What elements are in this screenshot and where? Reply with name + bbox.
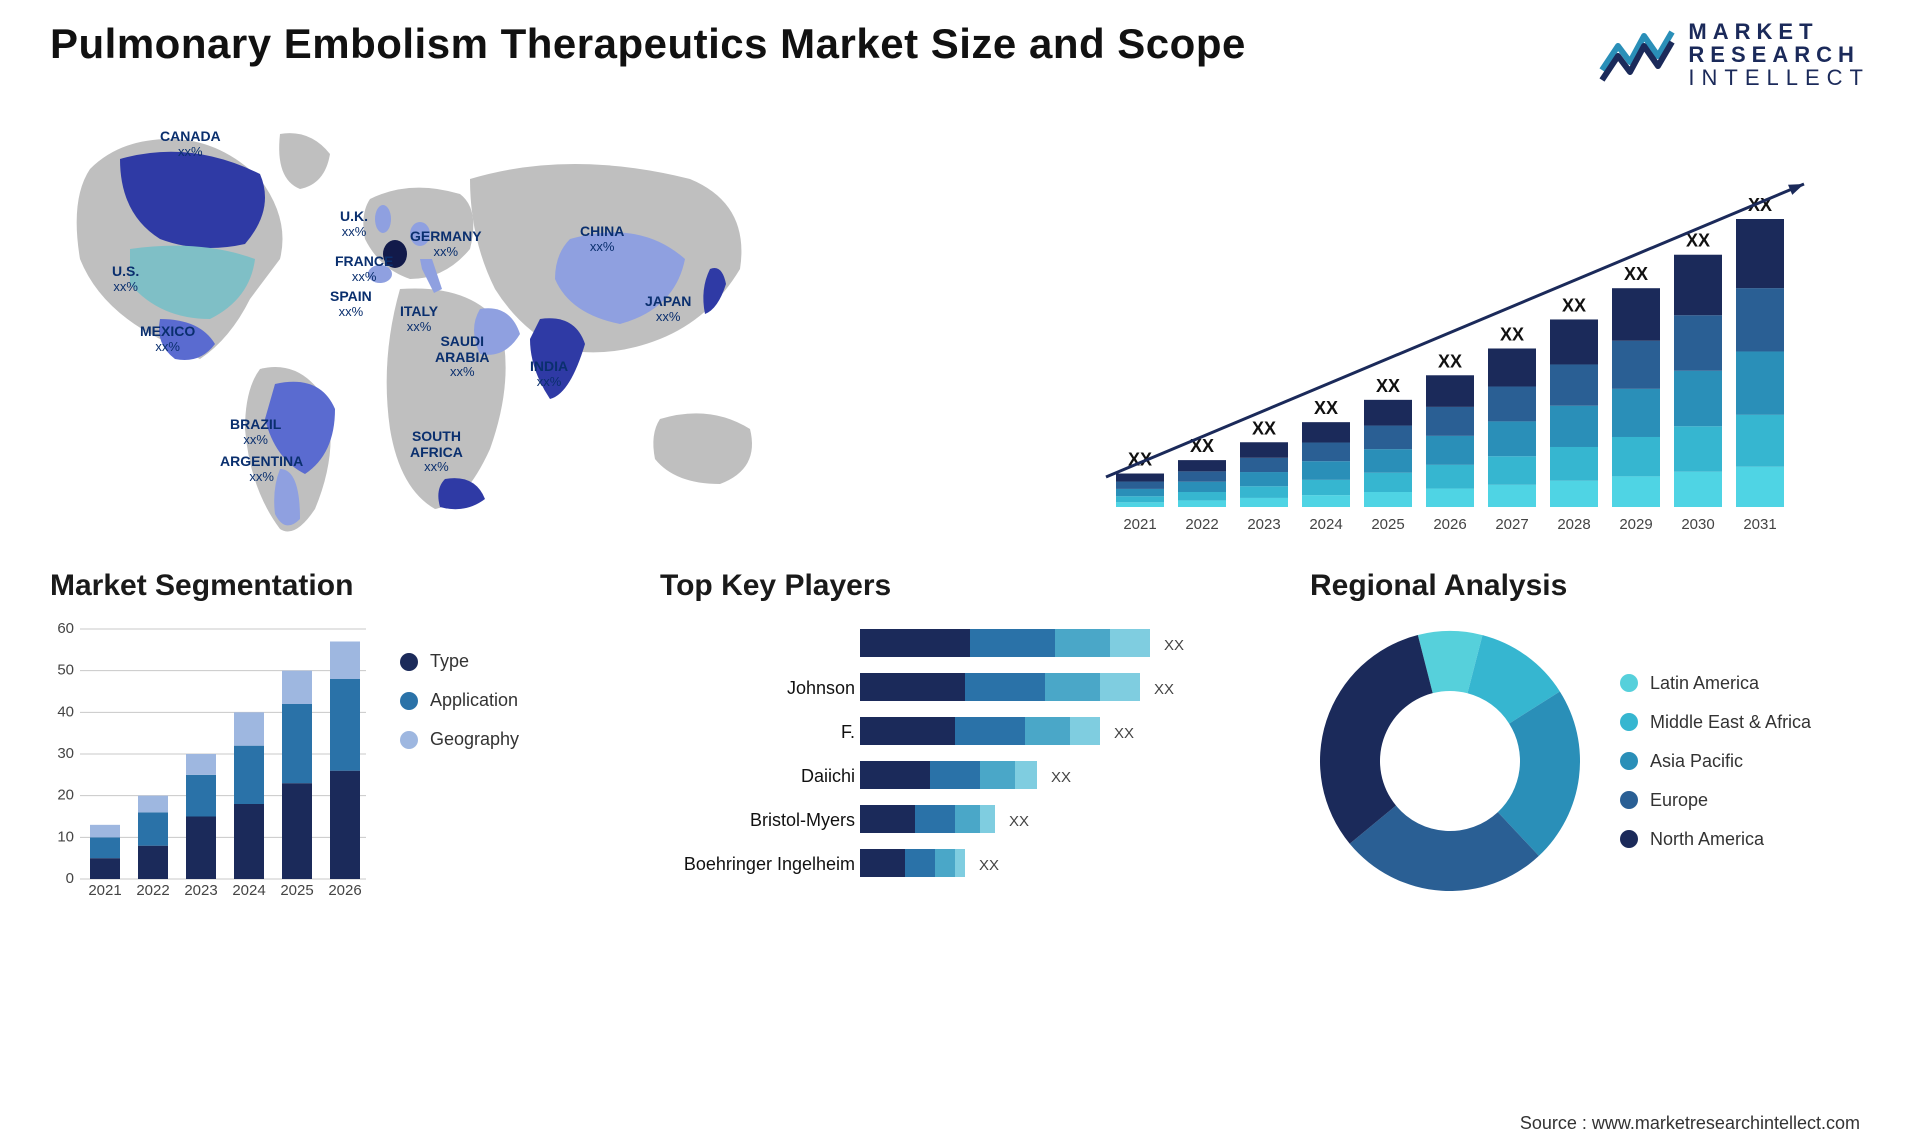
regional-legend-item: Latin America — [1620, 673, 1811, 694]
svg-text:40: 40 — [57, 704, 74, 721]
segmentation-legend-item: Application — [400, 690, 519, 711]
source-attribution: Source : www.marketresearchintellect.com — [1520, 1113, 1860, 1134]
segmentation-legend: Type Application Geography — [400, 621, 519, 750]
svg-text:2021: 2021 — [1123, 516, 1156, 533]
map-label-france: FRANCExx% — [335, 254, 393, 284]
segmentation-title: Market Segmentation — [50, 569, 610, 603]
map-label-spain: SPAINxx% — [330, 289, 372, 319]
regional-title: Regional Analysis — [1310, 569, 1870, 603]
logo-line-2: RESEARCH — [1688, 43, 1870, 66]
svg-text:XX: XX — [979, 857, 999, 874]
map-label-china: CHINAxx% — [580, 224, 624, 254]
logo-icon — [1598, 26, 1676, 84]
world-map-panel: CANADAxx% U.S.xx% MEXICOxx% BRAZILxx% ARGENT… — [50, 109, 930, 539]
forecast-chart-panel: XX 2021 XX 2022 XX 2023 XX 2024 XX 2025 XX 2026 XX 20… — [970, 109, 1870, 539]
svg-text:XX: XX — [1164, 637, 1184, 654]
svg-text:XX: XX — [1686, 231, 1710, 251]
svg-text:XX: XX — [1314, 398, 1338, 418]
svg-text:Daiichi: Daiichi — [801, 766, 855, 786]
svg-text:Boehringer Ingelheim: Boehringer Ingelheim — [684, 854, 855, 874]
svg-text:XX: XX — [1500, 325, 1524, 345]
segmentation-panel: Market Segmentation 0 10 20 30 40 50 60 2021 202… — [50, 569, 610, 939]
svg-text:2030: 2030 — [1681, 516, 1714, 533]
svg-text:F.: F. — [841, 722, 855, 742]
regional-donut-chart — [1310, 621, 1590, 901]
svg-text:2021: 2021 — [88, 882, 121, 899]
svg-text:2031: 2031 — [1743, 516, 1776, 533]
segmentation-bar-chart: 0 10 20 30 40 50 60 2021 2022 2023 2024 2025 2026 — [50, 621, 370, 901]
svg-text:XX: XX — [1376, 376, 1400, 396]
svg-text:50: 50 — [57, 662, 74, 679]
segmentation-legend-item: Type — [400, 651, 519, 672]
svg-text:2022: 2022 — [136, 882, 169, 899]
svg-text:2028: 2028 — [1557, 516, 1590, 533]
map-label-saudi-arabia: SAUDIARABIAxx% — [435, 334, 489, 379]
logo-line-3: INTELLECT — [1688, 66, 1870, 89]
regional-legend-item: North America — [1620, 829, 1811, 850]
map-label-italy: ITALYxx% — [400, 304, 438, 334]
map-label-u-k-: U.K.xx% — [340, 209, 368, 239]
svg-text:XX: XX — [1562, 296, 1586, 316]
players-panel: Top Key Players XXJohnsonXXF.XXDaiichiXX… — [660, 569, 1260, 939]
svg-text:10: 10 — [57, 829, 74, 846]
map-label-brazil: BRAZILxx% — [230, 417, 281, 447]
svg-text:2024: 2024 — [232, 882, 265, 899]
map-label-canada: CANADAxx% — [160, 129, 221, 159]
logo-line-1: MARKET — [1688, 20, 1870, 43]
map-label-argentina: ARGENTINAxx% — [220, 454, 303, 484]
svg-text:2029: 2029 — [1619, 516, 1652, 533]
svg-text:XX: XX — [1154, 681, 1174, 698]
svg-text:0: 0 — [66, 870, 74, 887]
svg-text:2026: 2026 — [1433, 516, 1466, 533]
svg-text:2023: 2023 — [184, 882, 217, 899]
svg-text:2026: 2026 — [328, 882, 361, 899]
map-label-u-s-: U.S.xx% — [112, 264, 139, 294]
forecast-bar-chart: XX 2021 XX 2022 XX 2023 XX 2024 XX 2025 XX 2026 XX 20… — [980, 159, 1880, 539]
svg-text:XX: XX — [1114, 725, 1134, 742]
brand-logo: MARKET RESEARCH INTELLECT — [1598, 20, 1870, 89]
svg-text:2024: 2024 — [1309, 516, 1342, 533]
svg-text:Johnson: Johnson — [787, 678, 855, 698]
svg-text:Bristol-Myers: Bristol-Myers — [750, 810, 855, 830]
map-label-india: INDIAxx% — [530, 359, 568, 389]
players-title: Top Key Players — [660, 569, 1260, 603]
svg-text:30: 30 — [57, 745, 74, 762]
map-label-japan: JAPANxx% — [645, 294, 691, 324]
regional-panel: Regional Analysis Latin America Middle Ea… — [1310, 569, 1870, 939]
map-label-mexico: MEXICOxx% — [140, 324, 195, 354]
svg-text:2025: 2025 — [1371, 516, 1404, 533]
svg-text:60: 60 — [57, 621, 74, 637]
regional-legend: Latin America Middle East & Africa Asia Pa… — [1620, 673, 1811, 850]
segmentation-legend-item: Geography — [400, 729, 519, 750]
regional-legend-item: Middle East & Africa — [1620, 712, 1811, 733]
regional-legend-item: Asia Pacific — [1620, 751, 1811, 772]
svg-text:2023: 2023 — [1247, 516, 1280, 533]
map-label-south-africa: SOUTHAFRICAxx% — [410, 429, 463, 474]
regional-legend-item: Europe — [1620, 790, 1811, 811]
svg-text:20: 20 — [57, 787, 74, 804]
players-hbar-chart: XX Johnson XX F. XX Daiichi XX Bristol-Myers XX B… — [660, 621, 1260, 901]
svg-text:2022: 2022 — [1185, 516, 1218, 533]
svg-text:XX: XX — [1438, 352, 1462, 372]
svg-text:XX: XX — [1009, 813, 1029, 830]
map-label-germany: GERMANYxx% — [410, 229, 482, 259]
svg-text:2025: 2025 — [280, 882, 313, 899]
svg-text:XX: XX — [1624, 264, 1648, 284]
svg-text:XX: XX — [1252, 419, 1276, 439]
page-title: Pulmonary Embolism Therapeutics Market S… — [50, 20, 1246, 68]
svg-text:XX: XX — [1051, 769, 1071, 786]
svg-text:2027: 2027 — [1495, 516, 1528, 533]
